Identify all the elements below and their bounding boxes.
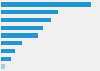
- Bar: [1, 57, 11, 61]
- Bar: [1, 33, 38, 38]
- Bar: [1, 18, 51, 22]
- Bar: [1, 41, 22, 45]
- Bar: [1, 2, 90, 7]
- Bar: [1, 64, 5, 69]
- Bar: [1, 26, 43, 30]
- Bar: [1, 49, 15, 53]
- Bar: [1, 10, 58, 14]
